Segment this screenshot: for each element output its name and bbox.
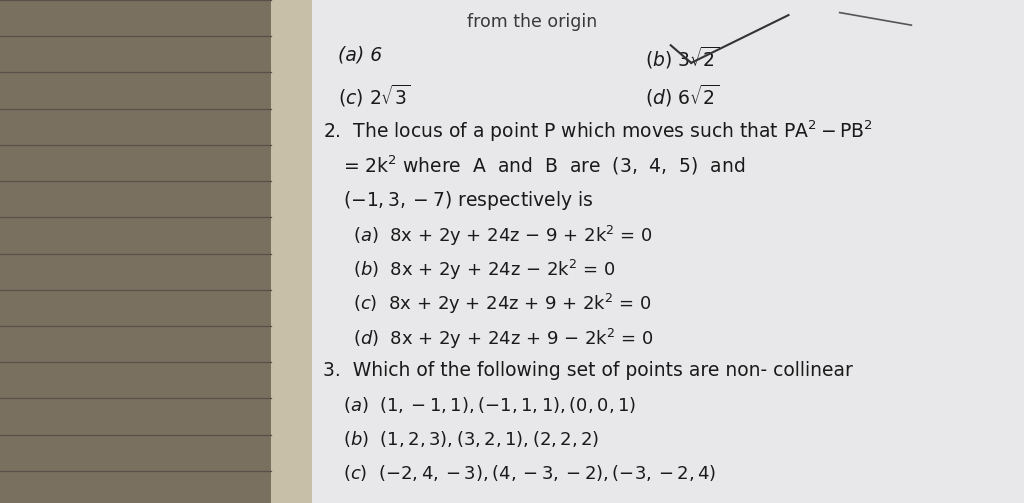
Text: $(b)$  $(1, 2, 3), (3, 2, 1), (2, 2, 2)$: $(b)$ $(1, 2, 3), (3, 2, 1), (2, 2, 2)$ [343, 429, 599, 449]
Bar [271, 0, 312, 503]
Text: $(c)\ 2\sqrt{3}$: $(c)\ 2\sqrt{3}$ [338, 83, 411, 109]
Text: 2.  The locus of a point P which moves such that PA$^2-$PB$^2$: 2. The locus of a point P which moves su… [323, 118, 872, 144]
Text: $(c)$  $(-2, 4, -3), (4, -3, -2), (-3, -2, 4)$: $(c)$ $(-2, 4, -3), (4, -3, -2), (-3, -2… [343, 463, 717, 483]
Text: $(a)$  $(1, -1, 1), (-1, 1, 1),(0, 0, 1)$: $(a)$ $(1, -1, 1), (-1, 1, 1),(0, 0, 1)$ [343, 395, 636, 415]
Text: = 2k$^2$ where  A  and  B  are  (3,  4,  5)  and: = 2k$^2$ where A and B are (3, 4, 5) and [343, 153, 745, 177]
Text: $(c)$  8x + 2y + 24z + 9 + 2k$^2$ = 0: $(c)$ 8x + 2y + 24z + 9 + 2k$^2$ = 0 [353, 292, 652, 316]
Text: $(d)\ 6\sqrt{2}$: $(d)\ 6\sqrt{2}$ [645, 83, 719, 109]
Text: $(a)$  8x + 2y + 24z $-$ 9 + 2k$^2$ = 0: $(a)$ 8x + 2y + 24z $-$ 9 + 2k$^2$ = 0 [353, 224, 653, 248]
Text: from the origin: from the origin [467, 13, 598, 31]
Bar [0, 0, 271, 503]
Text: $(-1, 3, -7)$ respectively is: $(-1, 3, -7)$ respectively is [343, 189, 594, 212]
Text: 3.  Which of the following set of points are non- collinear: 3. Which of the following set of points … [323, 361, 852, 380]
Text: $(b)\ 3\sqrt{2}$: $(b)\ 3\sqrt{2}$ [645, 45, 719, 71]
Text: $(d)$  8x + 2y + 24z + 9 $-$ 2k$^2$ = 0: $(d)$ 8x + 2y + 24z + 9 $-$ 2k$^2$ = 0 [353, 326, 653, 351]
Text: $(b)$  8x + 2y + 24z $-$ 2k$^2$ = 0: $(b)$ 8x + 2y + 24z $-$ 2k$^2$ = 0 [353, 258, 615, 282]
Text: (a) 6: (a) 6 [338, 45, 382, 64]
